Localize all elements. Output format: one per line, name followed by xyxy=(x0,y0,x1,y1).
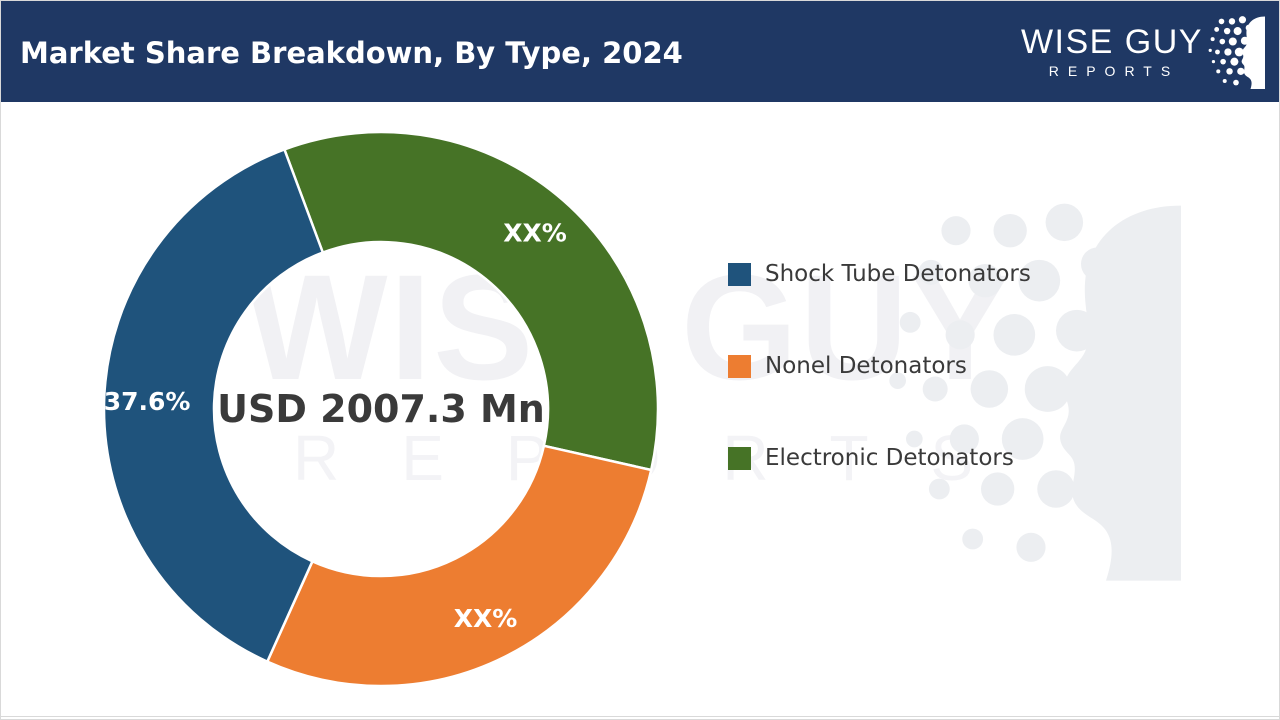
header-bar: Market Share Breakdown, By Type, 2024 WI… xyxy=(1,1,1279,102)
legend-item-shock-tube-detonators: Shock Tube Detonators xyxy=(728,261,1031,287)
page-title: Market Share Breakdown, By Type, 2024 xyxy=(20,36,683,70)
slice-percentage-label: XX% xyxy=(454,604,518,633)
legend-label: Electronic Detonators xyxy=(765,445,1014,471)
chart-legend: Shock Tube Detonators Nonel Detonators E… xyxy=(728,261,1031,537)
legend-swatch-green xyxy=(728,446,751,470)
logo-text: WISE GUY REPORTS xyxy=(1020,23,1203,79)
wiseguy-logo: WISE GUY REPORTS xyxy=(1021,8,1265,96)
slice-percentage-label: 37.6% xyxy=(104,387,191,416)
pie-slice-shock-tube-detonators xyxy=(102,148,325,663)
bottom-divider xyxy=(1,716,1279,717)
legend-swatch-blue xyxy=(728,262,751,286)
logo-subtitle: REPORTS xyxy=(1048,62,1180,79)
legend-label: Nonel Detonators xyxy=(765,353,967,379)
logo-name: WISE GUY xyxy=(1020,23,1203,62)
slice-percentage-label: XX% xyxy=(503,219,567,248)
pie-slice-electronic-detonators xyxy=(283,130,660,472)
legend-item-electronic-detonators: Electronic Detonators xyxy=(728,445,1031,471)
legend-item-nonel-detonators: Nonel Detonators xyxy=(728,353,1031,379)
legend-label: Shock Tube Detonators xyxy=(765,261,1031,287)
legend-swatch-orange xyxy=(728,354,751,378)
donut-chart: XX% XX% 37.6% xyxy=(102,130,660,688)
logo-face-icon xyxy=(1208,16,1265,90)
chart-center-value: USD 2007.3 Mn xyxy=(217,387,545,431)
pie-slice-nonel-detonators xyxy=(266,444,653,688)
